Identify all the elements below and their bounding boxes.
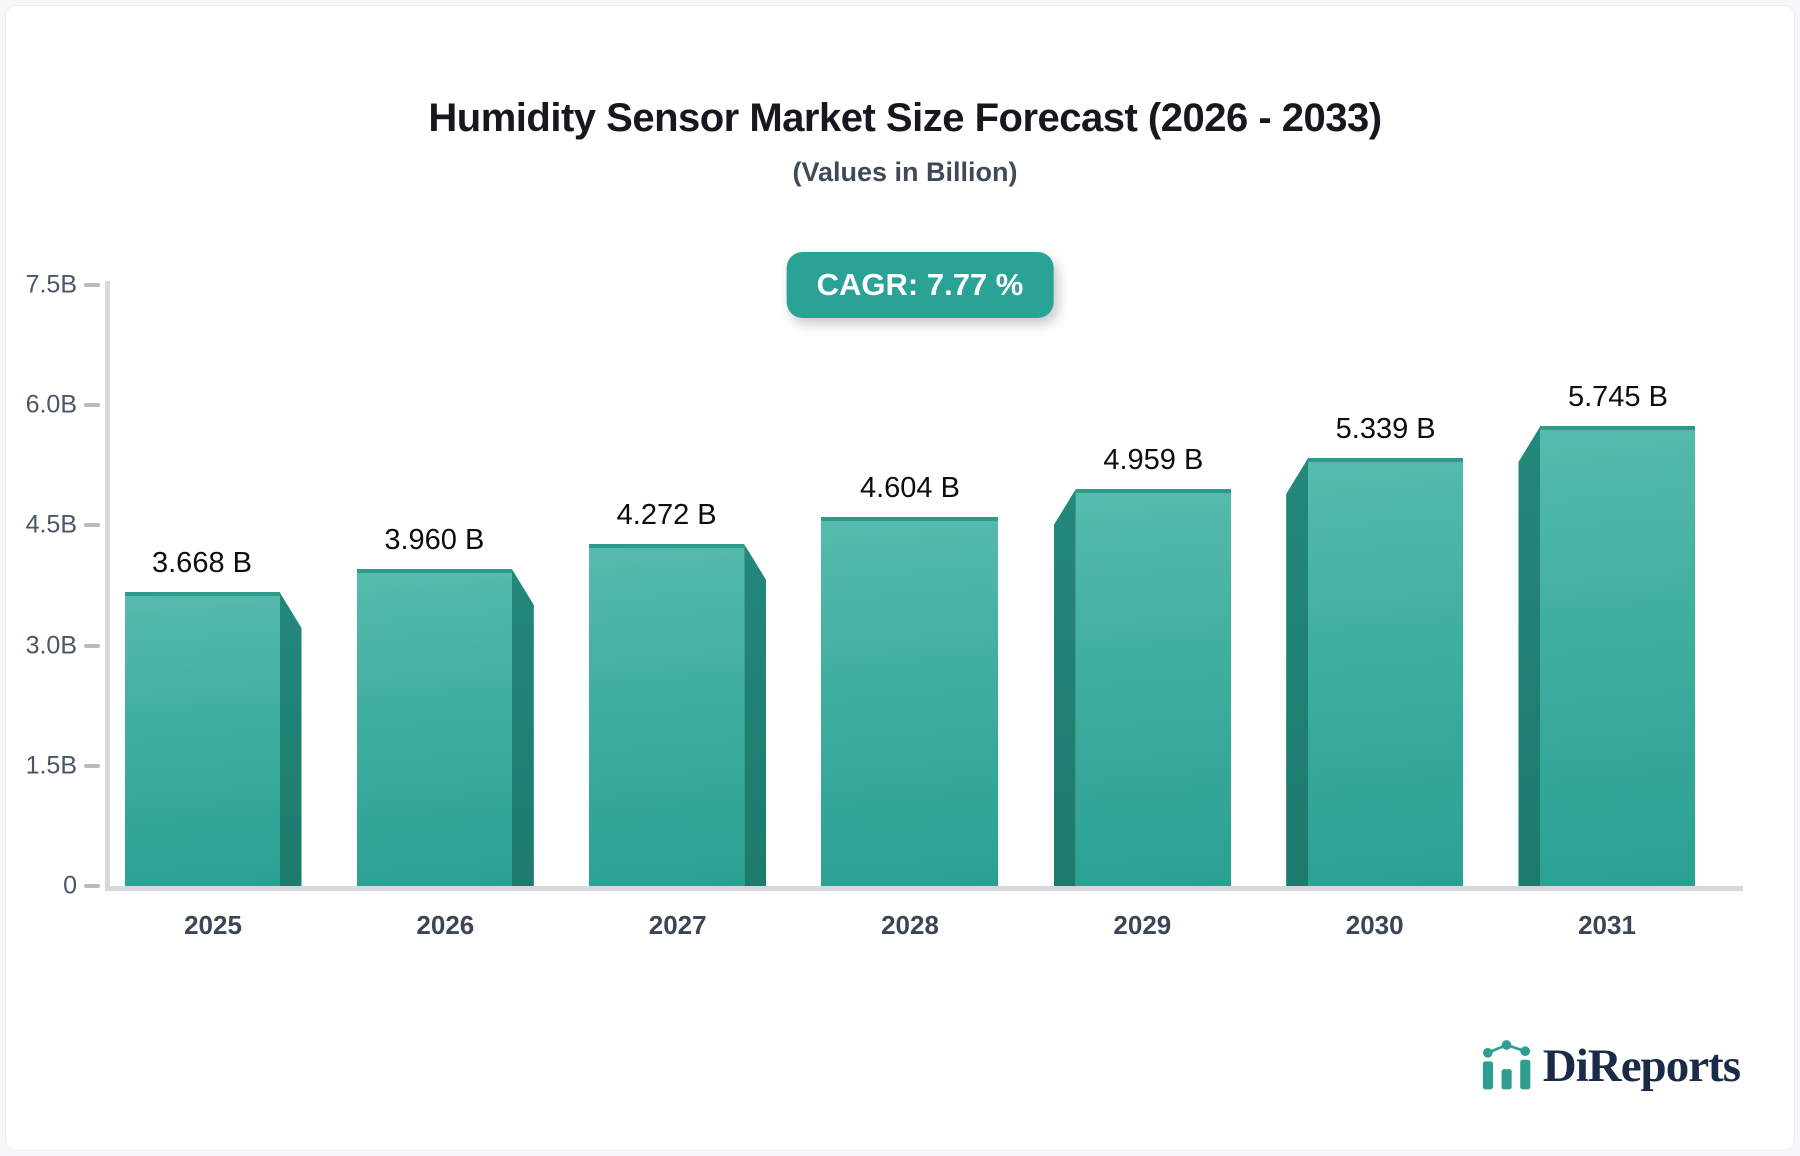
x-axis-label-2030: 2030 [1345,910,1404,940]
x-axis-label-2028: 2028 [881,910,939,940]
bar-value-label: 5.339 B [1335,413,1436,445]
x-axis-label-2025: 2025 [184,910,242,940]
bar-2028: 4.604 B [821,472,999,886]
cagr-badge: CAGR: 7.77 % [786,252,1054,318]
bar-side-face [1053,489,1076,886]
x-axis-label-2026: 2026 [416,910,475,940]
bar-side-face [1518,426,1541,886]
bar-side-face [279,592,302,886]
bar-2029: 4.959 B [1053,444,1231,886]
y-tick-label: 3.0B [25,631,77,660]
x-axis-label-2031: 2031 [1578,910,1636,940]
x-axis-baseline [105,886,1743,891]
bar-value-label: 4.604 B [859,472,960,504]
y-tick-label: 1.5B [25,751,77,780]
x-axis-label-2029: 2029 [1113,910,1172,940]
y-tick-label: 7.5B [25,270,77,299]
bar-value-label: 5.745 B [1567,381,1668,413]
bar-value-label: 4.959 B [1103,444,1204,476]
mini-bar-chart-icon [1482,1040,1531,1090]
bar-front-face [1540,426,1696,886]
chart-subtitle: (Values in Billion) [792,157,1018,187]
bar-front-face [1075,489,1231,886]
bar-front-face [1308,458,1464,886]
chart-header: Humidity Sensor Market Size Forecast (20… [428,96,1382,188]
plot-area: 7.5B 6.0B 4.5B 3.0B 1.5B 0 3.668 B 2025 3.960 B 2… [26,271,1743,940]
y-tick-dash [84,283,100,287]
y-tick-dash [84,643,100,648]
bar-side-face [744,544,767,886]
bar-front-face [589,544,745,886]
bar-value-label: 3.668 B [152,547,252,579]
bar-value-label: 4.272 B [616,499,717,531]
y-tick-label: 4.5B [25,510,77,539]
bar-2027: 4.272 B [589,499,767,886]
bar-front-face [124,592,280,886]
bar-value-label: 3.960 B [384,524,485,556]
bar-front-face [821,517,999,886]
x-axis-label-2027: 2027 [648,910,707,940]
bar-2026: 3.960 B [356,524,534,886]
bar-side-face [511,569,534,886]
bar-2031: 5.745 B [1518,381,1696,886]
chart-title: Humidity Sensor Market Size Forecast (20… [428,96,1382,140]
bar-side-face [1286,458,1309,886]
y-tick-dash [84,403,100,408]
logo-text: DiReports [1542,1040,1741,1092]
y-tick-dash [84,523,100,528]
direports-logo: DiReports [1479,1038,1741,1094]
y-tick-dash [84,763,100,768]
y-tick-label: 0 [63,871,77,900]
y-axis-line [105,281,110,891]
bar-front-face [356,569,512,886]
bar-2030: 5.339 B [1286,413,1464,886]
y-tick-label: 6.0B [25,390,77,419]
bar-2025: 3.668 B [124,547,302,886]
y-tick-dash [84,884,100,888]
